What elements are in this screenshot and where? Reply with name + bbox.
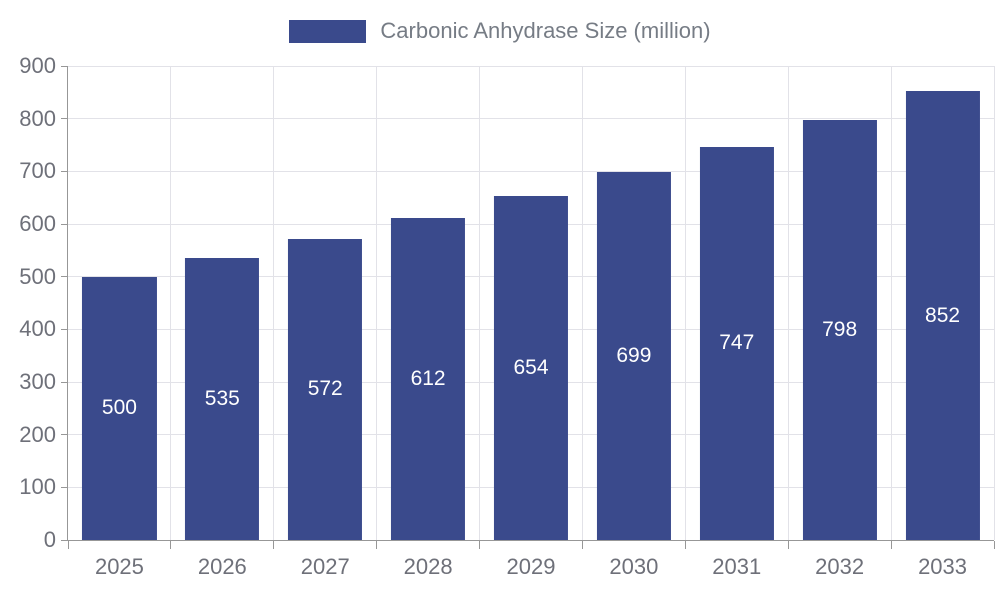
y-axis-tick-label: 500 (19, 263, 56, 289)
plot-area: 0 100 200 300 400 500 600 700 800 900 500 2025 535 20… (19, 53, 995, 579)
bar-value-label: 747 (719, 331, 755, 355)
v-gridline (273, 66, 275, 540)
x-axis-tick (581, 541, 583, 549)
v-gridline (787, 66, 789, 540)
y-axis-tick-label: 0 (43, 527, 56, 552)
x-axis-tick (67, 541, 69, 549)
x-axis-line (67, 540, 994, 541)
v-gridline (890, 66, 892, 540)
bar-2030[interactable]: 699 (596, 171, 671, 540)
bar-value-label: 572 (307, 377, 343, 401)
x-axis-tick (890, 541, 892, 549)
bar-value-label: 535 (204, 387, 240, 411)
y-axis-tick (61, 223, 67, 225)
y-axis-tick-label: 300 (19, 368, 56, 394)
x-axis-category-label: 2027 (300, 554, 350, 579)
bar-2028[interactable]: 612 (391, 217, 466, 540)
h-gridline (68, 118, 994, 120)
bar-2029[interactable]: 654 (493, 195, 569, 540)
y-axis-tick-label: 700 (19, 158, 56, 184)
bar-2032[interactable]: 798 (802, 119, 877, 540)
bar-value-label: 654 (513, 355, 549, 379)
y-axis-tick (61, 65, 67, 67)
v-gridline (993, 66, 995, 540)
legend[interactable]: Carbonic Anhydrase Size (million) (0, 18, 1000, 44)
v-gridline (684, 66, 686, 540)
bar-value-label: 612 (410, 366, 446, 390)
y-axis-tick-label: 100 (19, 474, 56, 500)
x-axis-category-label: 2025 (94, 554, 144, 579)
x-axis-tick (787, 541, 789, 549)
x-axis-category-label: 2029 (506, 554, 556, 579)
x-axis-tick (273, 541, 275, 549)
x-axis-category-label: 2033 (918, 554, 968, 579)
x-axis-tick (993, 541, 995, 549)
bar-value-label: 699 (616, 343, 652, 367)
legend-label: Carbonic Anhydrase Size (million) (380, 18, 711, 43)
v-gridline (581, 66, 583, 540)
bar-value-label: 500 (101, 396, 137, 420)
y-axis-tick (61, 118, 67, 120)
x-axis-tick (684, 541, 686, 549)
y-axis-tick (61, 381, 67, 383)
bar-2026[interactable]: 535 (185, 258, 260, 540)
legend-swatch-icon (289, 19, 367, 43)
v-gridline (376, 66, 378, 540)
bar-2031[interactable]: 747 (699, 146, 774, 540)
y-axis-tick (61, 276, 67, 278)
y-axis-tick-label: 600 (19, 210, 56, 236)
x-axis-tick (170, 541, 172, 549)
x-axis-category-label: 2032 (815, 554, 865, 579)
h-gridline (68, 65, 994, 67)
y-axis-tick-label: 200 (19, 421, 56, 447)
y-axis-tick (61, 539, 67, 541)
x-axis-tick (376, 541, 378, 549)
y-axis-tick (61, 434, 67, 436)
bar-2025[interactable]: 500 (82, 276, 157, 540)
v-gridline (170, 66, 172, 540)
bar-value-label: 798 (822, 317, 858, 341)
h-gridline (68, 170, 994, 172)
bar-2033[interactable]: 852 (905, 91, 980, 540)
bar-value-label: 852 (925, 303, 961, 327)
x-axis-category-label: 2030 (609, 554, 659, 579)
v-gridline (479, 66, 481, 540)
x-axis-category-label: 2028 (403, 554, 453, 579)
y-axis-tick-label: 400 (19, 316, 56, 342)
y-axis-line (67, 66, 68, 540)
y-axis-tick (61, 170, 67, 172)
y-axis-tick-label: 800 (19, 105, 56, 131)
bar-2027[interactable]: 572 (288, 238, 363, 540)
x-axis-category-label: 2026 (197, 554, 247, 579)
y-axis-tick-label: 900 (19, 53, 56, 78)
y-axis-tick (61, 486, 67, 488)
x-axis-category-label: 2031 (712, 554, 762, 579)
x-axis-tick (479, 541, 481, 549)
y-axis-tick (61, 328, 67, 330)
